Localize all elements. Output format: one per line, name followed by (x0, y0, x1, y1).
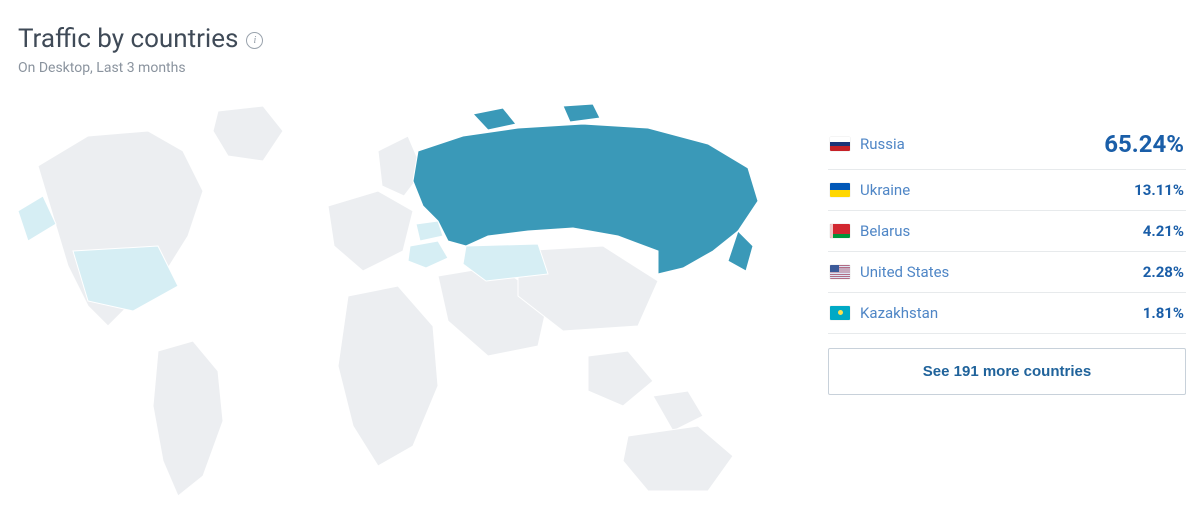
country-row[interactable]: Belarus 4.21% (828, 211, 1186, 252)
content: Russia 65.24% Ukraine 13.11% Be (18, 96, 1182, 506)
see-more-button[interactable]: See 191 more countries (828, 348, 1186, 395)
title-row: Traffic by countries i (18, 24, 1182, 54)
flag-icon (830, 224, 850, 238)
country-name: Kazakhstan (860, 304, 938, 322)
country-value: 1.81% (1143, 304, 1184, 322)
country-row[interactable]: United States 2.28% (828, 252, 1186, 293)
country-name: Ukraine (860, 181, 910, 199)
world-map[interactable] (18, 96, 788, 506)
page-title: Traffic by countries (18, 24, 238, 54)
info-icon[interactable]: i (246, 32, 263, 49)
country-value: 13.11% (1134, 181, 1184, 199)
flag-icon (830, 183, 850, 197)
subtitle: On Desktop, Last 3 months (18, 60, 1182, 76)
country-name: United States (860, 263, 949, 281)
flag-icon (830, 137, 850, 151)
flag-icon (830, 306, 850, 320)
country-value: 4.21% (1143, 222, 1184, 240)
header: Traffic by countries i On Desktop, Last … (18, 24, 1182, 76)
flag-icon (830, 265, 850, 279)
country-name: Belarus (860, 222, 910, 240)
country-list: Russia 65.24% Ukraine 13.11% Be (828, 126, 1186, 506)
country-row[interactable]: Ukraine 13.11% (828, 170, 1186, 211)
country-value: 65.24% (1104, 130, 1184, 158)
country-row[interactable]: Kazakhstan 1.81% (828, 293, 1186, 334)
country-name: Russia (860, 135, 905, 153)
country-row[interactable]: Russia 65.24% (828, 126, 1186, 170)
country-value: 2.28% (1143, 263, 1184, 281)
